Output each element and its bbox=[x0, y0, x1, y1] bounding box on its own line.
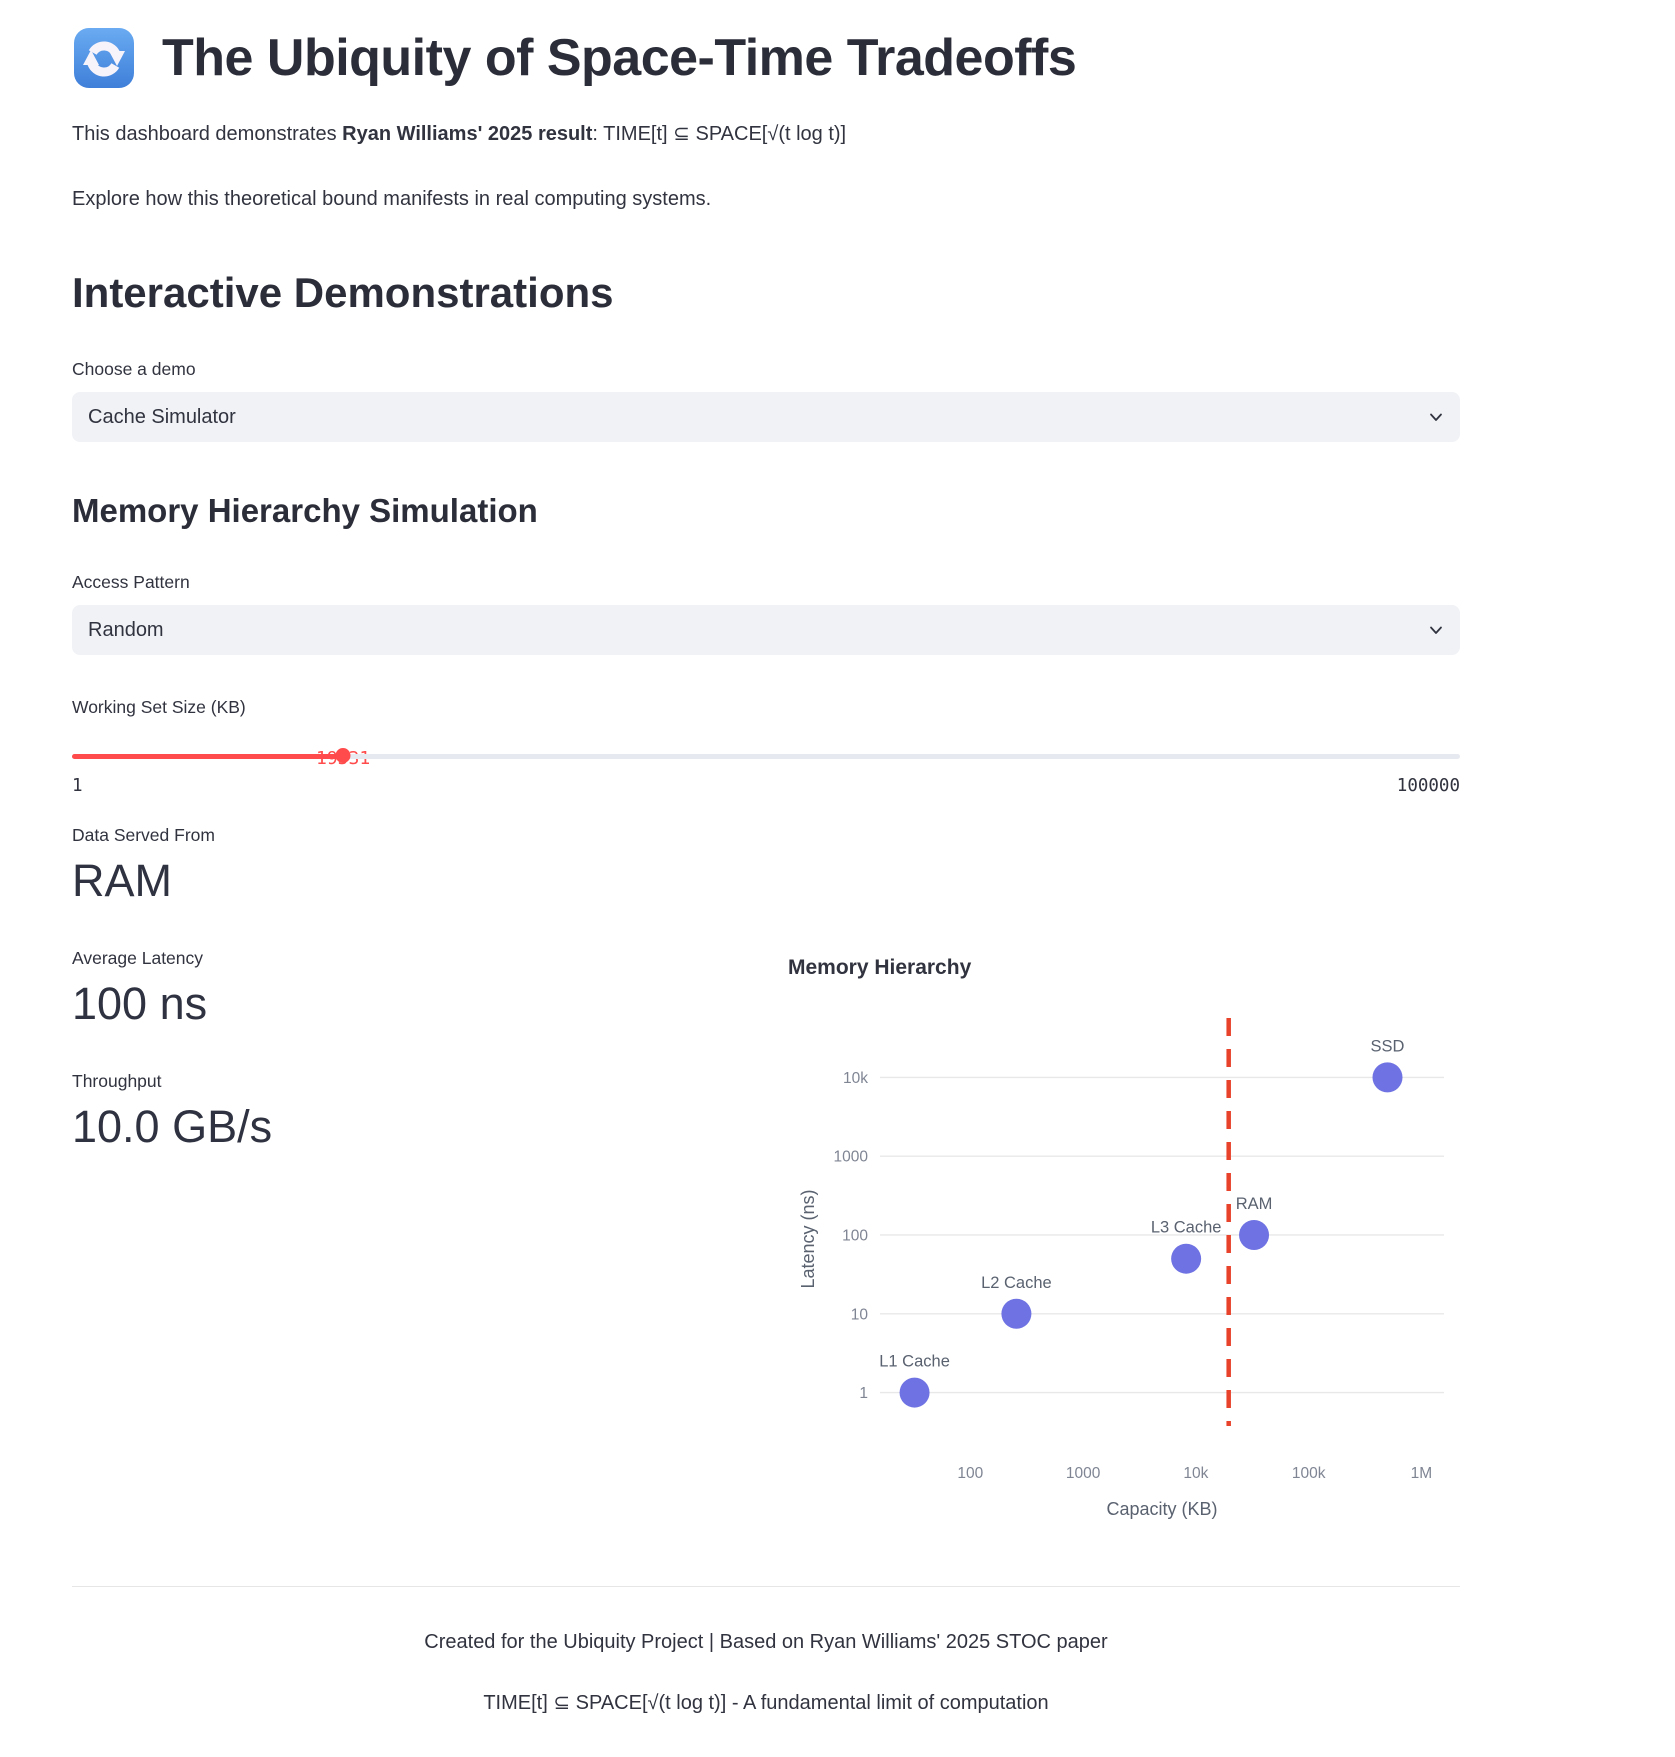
y-tick-label: 1000 bbox=[834, 1149, 869, 1166]
data-point-ssd[interactable] bbox=[1372, 1062, 1403, 1093]
intro-line-1: This dashboard demonstrates Ryan William… bbox=[72, 120, 1460, 148]
slider-min-label: 1 bbox=[72, 776, 83, 796]
intro-line-1-bold: Ryan Williams' 2025 result bbox=[342, 123, 593, 145]
metrics-column: Data Served From RAM Average Latency 100… bbox=[72, 810, 748, 1548]
metric-label: Average Latency bbox=[72, 948, 204, 968]
slider-fill bbox=[72, 754, 344, 759]
metric-label: Throughput bbox=[72, 1071, 162, 1091]
metric-value: 10.0 GB/s bbox=[72, 1101, 273, 1152]
intro-line-1-suffix: : TIME[t] ⊆ SPACE[√(t log t)] bbox=[592, 123, 847, 145]
y-axis-title: Latency (ns) bbox=[798, 1189, 818, 1288]
data-point-l2-cache[interactable] bbox=[1001, 1298, 1032, 1329]
y-tick-label: 10 bbox=[851, 1306, 869, 1323]
footer-formula-line: TIME[t] ⊆ SPACE[√(t log t)] - A fundamen… bbox=[483, 1692, 1049, 1714]
footer-credit-line: Created for the Ubiquity Project | Based… bbox=[424, 1631, 1108, 1653]
x-axis-title: Capacity (KB) bbox=[1106, 1499, 1217, 1519]
page-title: The Ubiquity of Space-Time Tradeoffs bbox=[162, 29, 1077, 87]
y-tick-label: 10k bbox=[843, 1070, 868, 1087]
demo-select-value: Cache Simulator bbox=[88, 405, 236, 428]
access-pattern-select[interactable]: Random bbox=[72, 605, 1460, 655]
data-point-label: L2 Cache bbox=[981, 1274, 1052, 1292]
refresh-arrows-icon bbox=[74, 28, 134, 88]
section-title-simulation: Memory Hierarchy Simulation bbox=[72, 492, 538, 529]
metric-data-served-from: Data Served From RAM bbox=[72, 825, 748, 908]
slider-track[interactable] bbox=[72, 754, 1460, 759]
metric-throughput: Throughput 10.0 GB/s bbox=[72, 1071, 748, 1154]
data-point-l1-cache[interactable] bbox=[899, 1377, 930, 1408]
working-set-size-slider[interactable]: 19531 1 100000 bbox=[72, 748, 1460, 796]
app-header: The Ubiquity of Space-Time Tradeoffs bbox=[72, 26, 1460, 90]
section-title-demos: Interactive Demonstrations bbox=[72, 269, 614, 316]
metric-average-latency: Average Latency 100 ns bbox=[72, 948, 748, 1031]
x-tick-label: 1000 bbox=[1066, 1465, 1101, 1482]
data-point-label: L1 Cache bbox=[879, 1353, 950, 1371]
x-tick-label: 10k bbox=[1183, 1465, 1208, 1482]
data-point-ram[interactable] bbox=[1239, 1219, 1270, 1250]
metric-label: Data Served From bbox=[72, 825, 215, 845]
intro-line-2: Explore how this theoretical bound manif… bbox=[72, 188, 712, 210]
y-tick-label: 100 bbox=[842, 1227, 868, 1244]
x-tick-label: 100 bbox=[957, 1465, 983, 1482]
metric-value: RAM bbox=[72, 855, 172, 906]
x-tick-label: 100k bbox=[1292, 1465, 1326, 1482]
results-columns: Data Served From RAM Average Latency 100… bbox=[72, 810, 1460, 1548]
x-tick-label: 1M bbox=[1411, 1465, 1433, 1482]
access-pattern-label: Access Pattern bbox=[72, 572, 190, 592]
chart-title: Memory Hierarchy bbox=[788, 956, 972, 979]
choose-demo-label: Choose a demo bbox=[72, 359, 196, 379]
chevron-down-icon bbox=[1430, 626, 1442, 634]
intro-line-1-prefix: This dashboard demonstrates bbox=[72, 123, 343, 145]
access-pattern-value: Random bbox=[88, 618, 164, 641]
demo-select[interactable]: Cache Simulator bbox=[72, 392, 1460, 442]
chart-column: Memory Hierarchy 1 10 100 1000 10k 100 1000 10k… bbox=[784, 810, 1460, 1548]
y-tick-label: 1 bbox=[859, 1385, 868, 1402]
data-point-label: RAM bbox=[1236, 1195, 1273, 1213]
chevron-down-icon bbox=[1430, 413, 1442, 421]
memory-hierarchy-chart[interactable]: 1 10 100 1000 10k 100 1000 10k 100k 1M Latency (ns… bbox=[784, 988, 1460, 1548]
main-content: The Ubiquity of Space-Time Tradeoffs Thi… bbox=[72, 0, 1460, 1757]
footer-divider bbox=[72, 1586, 1460, 1587]
data-point-label: SSD bbox=[1371, 1037, 1405, 1055]
slider-thumb[interactable] bbox=[335, 748, 351, 763]
data-point-label: L3 Cache bbox=[1151, 1219, 1222, 1237]
data-point-l3-cache[interactable] bbox=[1171, 1243, 1202, 1274]
slider-minmax-row: 1 100000 bbox=[72, 776, 1460, 796]
metric-value: 100 ns bbox=[72, 978, 208, 1029]
slider-max-label: 100000 bbox=[1396, 776, 1460, 796]
working-set-size-label: Working Set Size (KB) bbox=[72, 697, 246, 717]
